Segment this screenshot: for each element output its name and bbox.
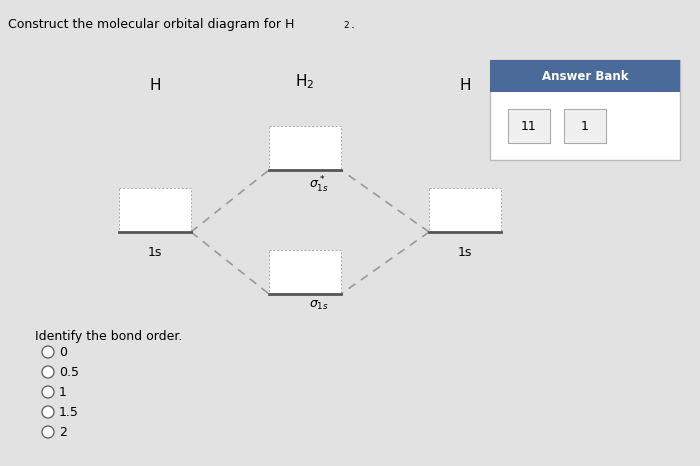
Bar [429, 188, 501, 232]
Circle shape [42, 406, 54, 418]
Bar [119, 188, 191, 232]
Text: H$_2$: H$_2$ [295, 73, 314, 91]
Text: 2: 2 [59, 425, 67, 439]
Text: $\sigma^*_{1s}$: $\sigma^*_{1s}$ [309, 175, 329, 195]
Text: 2: 2 [343, 21, 349, 30]
Text: $\sigma_{1s}$: $\sigma_{1s}$ [309, 299, 329, 312]
Bar [269, 126, 341, 170]
Circle shape [42, 346, 54, 358]
Text: .: . [351, 18, 355, 31]
Text: 1.5: 1.5 [59, 405, 79, 418]
Circle shape [42, 366, 54, 378]
Text: 0: 0 [59, 345, 67, 358]
Bar [490, 60, 680, 92]
Text: 0.5: 0.5 [59, 365, 79, 378]
Text: Construct the molecular orbital diagram for H: Construct the molecular orbital diagram … [8, 18, 295, 31]
Bar [490, 60, 680, 160]
Text: Answer Bank: Answer Bank [542, 69, 629, 82]
Bar [269, 250, 341, 294]
Text: H: H [149, 77, 161, 92]
Text: 1s: 1s [148, 246, 162, 259]
Text: 1: 1 [581, 119, 589, 132]
Text: Identify the bond order.: Identify the bond order. [35, 330, 183, 343]
Circle shape [42, 426, 54, 438]
Bar [564, 109, 606, 143]
Text: 1s: 1s [458, 246, 472, 259]
Text: 1: 1 [59, 385, 67, 398]
Bar [508, 109, 550, 143]
Text: 11: 11 [521, 119, 537, 132]
Circle shape [42, 386, 54, 398]
Text: H: H [459, 77, 470, 92]
